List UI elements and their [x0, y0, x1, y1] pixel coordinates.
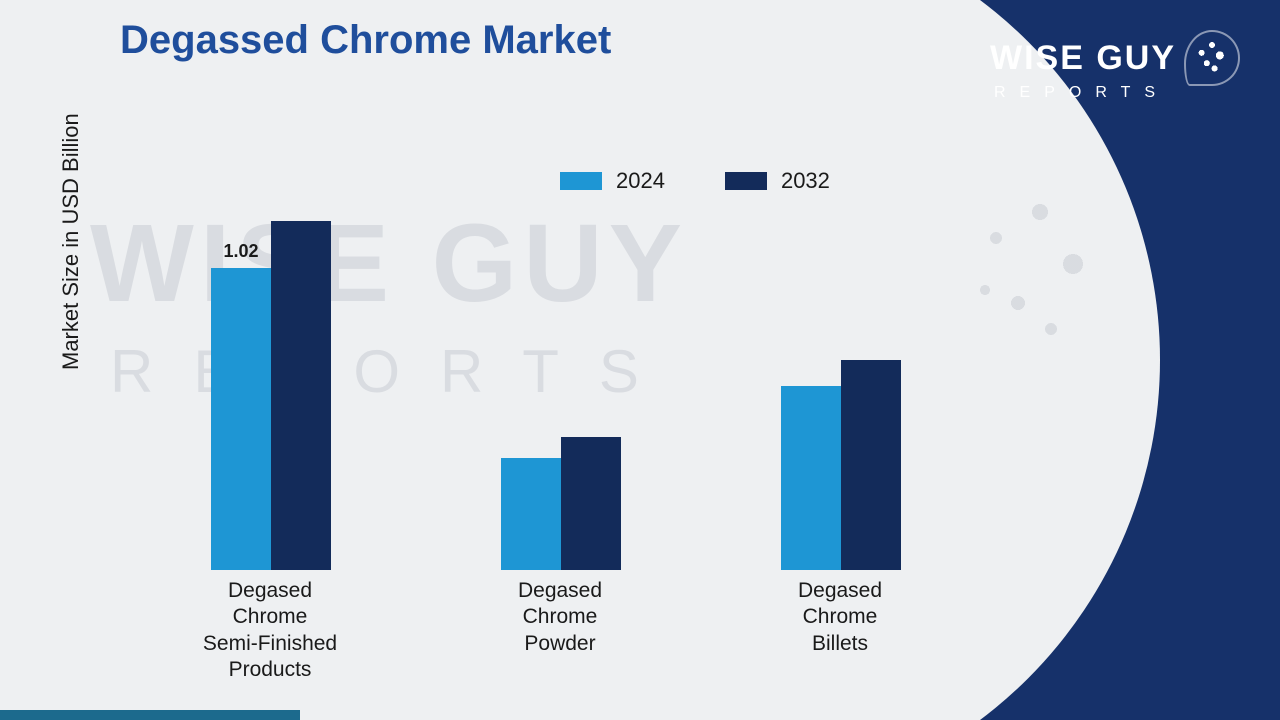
brand-line1: WISE GUY — [990, 39, 1176, 78]
bar — [501, 458, 561, 570]
bar-group — [211, 221, 331, 570]
x-axis-label: DegasedChromeSemi-FinishedProducts — [185, 578, 355, 683]
bar — [211, 268, 271, 570]
bar — [561, 437, 621, 570]
chart-area: 1.02 — [100, 200, 920, 570]
x-axis-label: DegasedChromePowder — [475, 578, 645, 657]
brand-line2: REPORTS — [990, 84, 1250, 102]
legend-item: 2024 — [560, 168, 665, 194]
bar-group — [501, 437, 621, 570]
x-axis-labels: DegasedChromeSemi-FinishedProducts Degase… — [160, 578, 920, 698]
legend-label: 2032 — [781, 168, 830, 194]
plot-area: 1.02 — [160, 200, 920, 570]
legend-swatch — [560, 172, 602, 190]
legend-label: 2024 — [616, 168, 665, 194]
bar-group — [781, 360, 901, 570]
brand-logo: WISE GUY REPORTS — [990, 30, 1250, 102]
accent-bar — [0, 710, 300, 720]
x-axis-label: DegasedChromeBillets — [755, 578, 925, 657]
bar — [271, 221, 331, 570]
chart-title: Degassed Chrome Market — [120, 18, 611, 63]
bar — [841, 360, 901, 570]
bar — [781, 386, 841, 570]
brand-head-icon — [1184, 30, 1240, 86]
legend-item: 2032 — [725, 168, 830, 194]
stage: Degassed Chrome Market WISE GUY REPORTS … — [0, 0, 1280, 720]
y-axis-label: Market Size in USD Billion — [58, 113, 84, 370]
legend-swatch — [725, 172, 767, 190]
legend: 2024 2032 — [560, 168, 830, 194]
